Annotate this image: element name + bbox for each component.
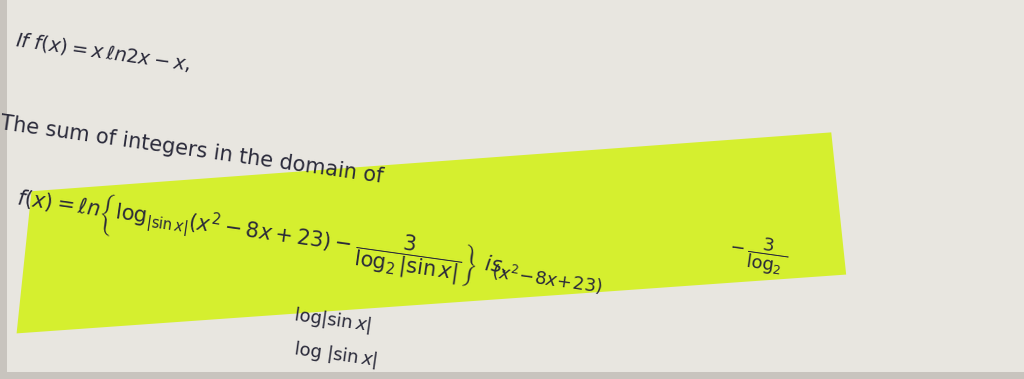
Text: $f(x) = \ell n\left\{\log_{|\sin x|}(x^2 - 8x + 23) - \dfrac{3}{\log_2|\sin x|}\: $f(x) = \ell n\left\{\log_{|\sin x|}(x^2… xyxy=(13,177,510,294)
Text: $\log\,|\sin x|$: $\log\,|\sin x|$ xyxy=(292,338,379,372)
Text: $-\,\dfrac{3}{\log_2}$: $-\,\dfrac{3}{\log_2}$ xyxy=(726,230,791,279)
Text: $(x^2\!-\!8x\!+\!23)$: $(x^2\!-\!8x\!+\!23)$ xyxy=(490,260,604,297)
Polygon shape xyxy=(16,132,846,334)
Text: $\log|\sin x|$: $\log|\sin x|$ xyxy=(292,304,373,337)
Text: If $f(x) = x\,\ell n2x-x,$: If $f(x) = x\,\ell n2x-x,$ xyxy=(13,30,193,75)
Text: The sum of integers in the domain of: The sum of integers in the domain of xyxy=(0,113,384,186)
